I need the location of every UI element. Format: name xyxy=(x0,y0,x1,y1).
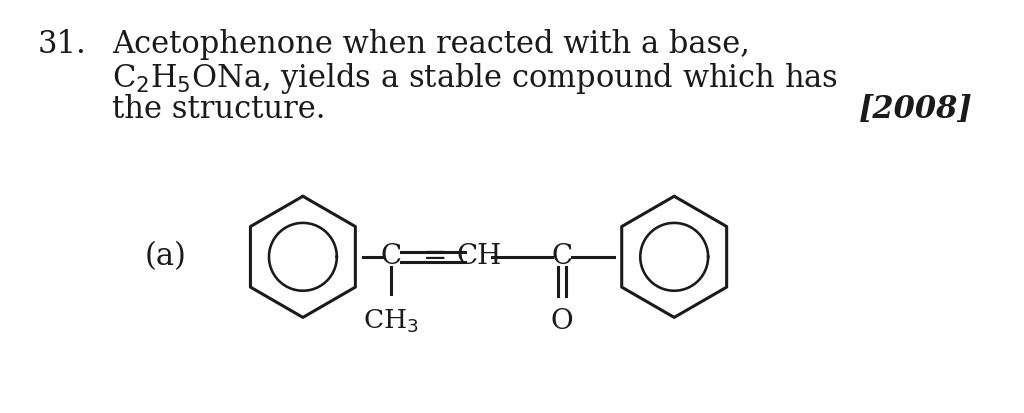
Text: 31.: 31. xyxy=(37,29,86,60)
Text: (a): (a) xyxy=(144,241,186,272)
Text: the structure.: the structure. xyxy=(113,94,326,125)
Text: CH: CH xyxy=(456,243,502,271)
Text: [2008]: [2008] xyxy=(858,94,972,125)
Text: Acetophenone when reacted with a base,: Acetophenone when reacted with a base, xyxy=(113,29,751,60)
Text: O: O xyxy=(551,308,573,335)
Text: C: C xyxy=(551,243,572,271)
Text: CH$_3$: CH$_3$ xyxy=(362,308,419,335)
Text: C: C xyxy=(380,243,401,271)
Text: C$_2$H$_5$ONa, yields a stable compound which has: C$_2$H$_5$ONa, yields a stable compound … xyxy=(113,62,839,96)
Text: =: = xyxy=(423,242,447,270)
Text: –: – xyxy=(513,243,527,271)
